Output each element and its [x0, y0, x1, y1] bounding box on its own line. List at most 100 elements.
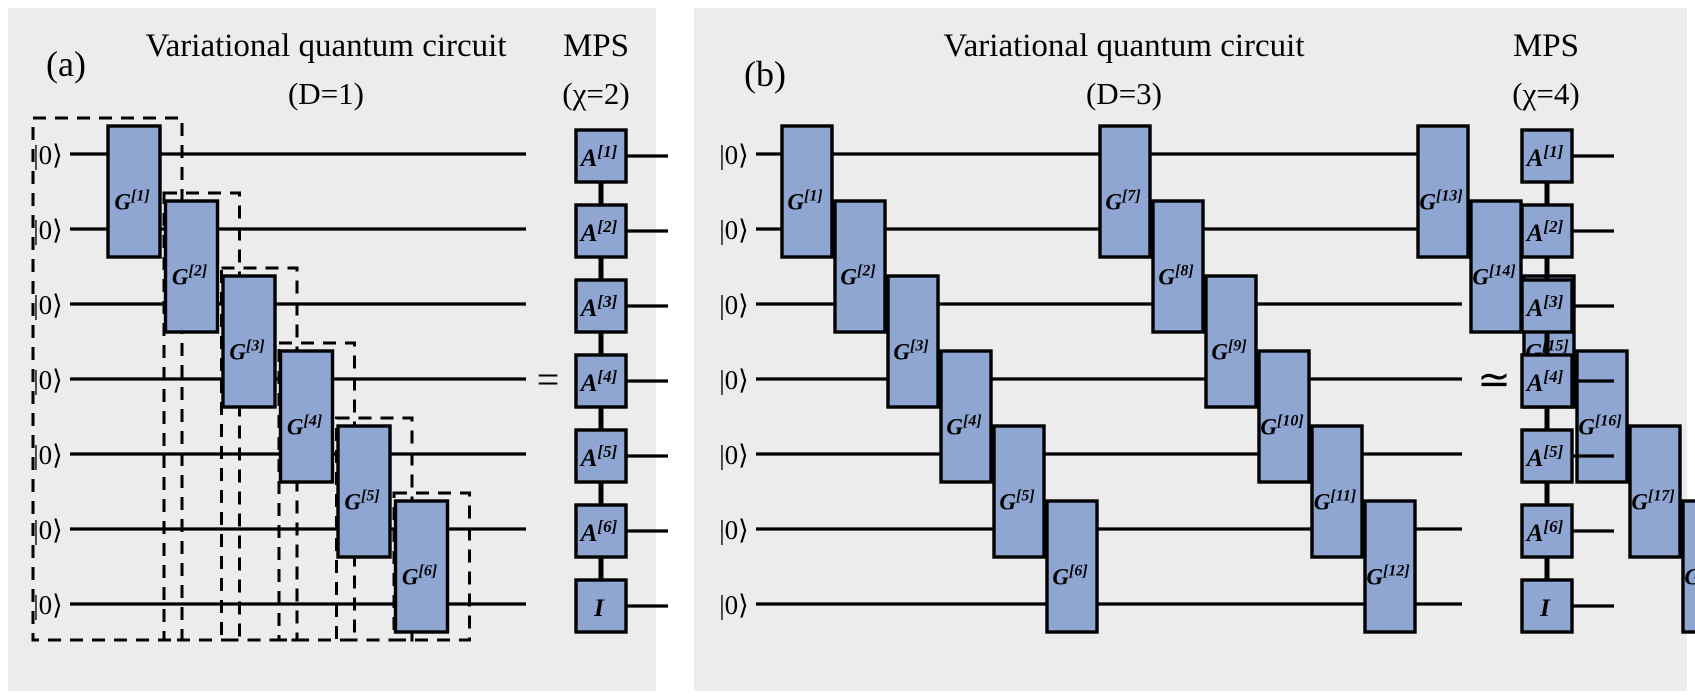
gate-label-G[7]: G[7] [1105, 188, 1140, 215]
mps-label-A[5]: A[5] [1525, 442, 1564, 472]
mps-label-A[5]: A[5] [579, 442, 618, 472]
gate-G[2] [163, 199, 220, 334]
gate-label-G[2]: G[2] [172, 263, 207, 290]
mps-tensor-A[4] [574, 353, 628, 409]
gate-label-G[1]: G[1] [787, 188, 822, 215]
mps-label-A[1]-text: A[1] [579, 142, 618, 172]
gate-label-G[1]: G[1] [114, 188, 149, 215]
gate-label-G[3]: G[3] [229, 338, 264, 365]
gate-G[2] [833, 199, 887, 334]
mps-label-A[1]: A[1] [579, 142, 618, 172]
gate-label-G[3]-text: G[3] [893, 338, 928, 365]
gate-label-G[8]-text: G[8] [1158, 263, 1193, 290]
mps-label-A[1]-text: A[1] [1525, 142, 1564, 172]
mps-label-I: I [1539, 595, 1551, 622]
gate-label-G[11]: G[11] [1314, 488, 1356, 515]
gate-label-G[2]-text: G[2] [172, 263, 207, 290]
mps-label-A[3]-text: A[3] [579, 292, 618, 322]
qubit-ket-2: |0⟩ [719, 215, 748, 245]
qubit-ket-7: |0⟩ [33, 590, 62, 620]
qubit-ket-4: |0⟩ [719, 365, 748, 395]
gate-label-G[2]-text: G[2] [840, 263, 875, 290]
gate-G[4] [939, 349, 993, 484]
relation-sign-a: = [537, 357, 560, 402]
qubit-ket-6: |0⟩ [719, 515, 748, 545]
gate-G[16] [1575, 349, 1629, 484]
mps-label-A[6]: A[6] [1525, 517, 1564, 547]
gate-label-G[4]: G[4] [946, 413, 981, 440]
gate-G[18] [1681, 499, 1695, 634]
gate-G[7] [1098, 124, 1152, 259]
panel-a-title: Variational quantum circuit [145, 28, 506, 64]
gate-label-G[4]-text: G[4] [287, 413, 322, 440]
mps-label-A[6]: A[6] [579, 517, 618, 547]
gate-label-G[16]-text: G[16] [1578, 413, 1621, 440]
gate-label-G[1]-text: G[1] [787, 188, 822, 215]
gate-label-G[5]: G[5] [344, 488, 379, 515]
gate-G[1] [780, 124, 834, 259]
gate-label-G[4]: G[4] [287, 413, 322, 440]
gate-G[5] [992, 424, 1046, 559]
gate-G[17] [1628, 424, 1682, 559]
gate-label-G[9]: G[9] [1211, 338, 1246, 365]
mps-tensor-A[3] [574, 278, 628, 334]
dashed-group-1 [31, 116, 184, 642]
dashed-group-2 [162, 191, 241, 642]
gate-label-G[5]: G[5] [999, 488, 1034, 515]
qubit-ket-1: |0⟩ [719, 140, 748, 170]
gate-G[11] [1310, 424, 1364, 559]
mps-label-A[2]-text: A[2] [1525, 217, 1564, 247]
panel-b-label: (b) [744, 54, 786, 94]
mps-label-A[2]: A[2] [1525, 217, 1564, 247]
mps-label-A[3]: A[3] [1525, 292, 1564, 322]
panel-a-header: (a) Variational quantum circuit (D=1) MPS (χ… [46, 28, 630, 111]
panel-a-label: (a) [46, 44, 86, 84]
gate-label-G[17]-text: G[17] [1631, 488, 1674, 515]
gate-label-G[4]-text: G[4] [946, 413, 981, 440]
gate-label-G[2]: G[2] [840, 263, 875, 290]
panel-b-mps: A[1] A[2] A[3] A[4] A[5] A[6] I [1520, 128, 1614, 634]
gate-label-G[5]-text: G[5] [999, 488, 1034, 515]
gate-label-G[18]: G[18] [1684, 563, 1695, 590]
gate-label-G[12]-text: G[12] [1366, 563, 1409, 590]
mps-label-A[5]-text: A[5] [1525, 442, 1564, 472]
mps-label-A[4]: A[4] [1525, 367, 1564, 397]
qubit-ket-5: |0⟩ [33, 440, 62, 470]
gate-label-G[14]: G[14] [1472, 263, 1515, 290]
gate-label-G[16]: G[16] [1578, 413, 1621, 440]
mps-tensor-A[5] [1520, 428, 1574, 484]
gate-label-G[6]-text: G[6] [1052, 563, 1087, 590]
gate-label-G[13]: G[13] [1419, 188, 1462, 215]
gate-G[14] [1469, 199, 1523, 334]
gate-G[1] [106, 124, 162, 259]
panel-a-mps-title: MPS [563, 28, 629, 64]
gate-label-G[18]-text: G[18] [1684, 563, 1695, 590]
qubit-ket-2: |0⟩ [33, 215, 62, 245]
panel-a-mps-subtitle: (χ=2) [562, 76, 629, 111]
mps-label-A[4]-text: A[4] [1525, 367, 1564, 397]
gate-G[10] [1257, 349, 1311, 484]
gate-G[3] [886, 274, 940, 409]
panel-a-circuit: |0⟩ |0⟩ |0⟩ |0⟩ |0⟩ |0⟩ |0⟩ G[1] G[2] G[3] G[4] G[5… [31, 116, 560, 642]
qubit-ket-5: |0⟩ [719, 440, 748, 470]
mps-label-A[3]: A[3] [579, 292, 618, 322]
mps-tensor-I [1520, 578, 1574, 634]
gate-G[3] [221, 274, 277, 409]
panel-b-circuit: |0⟩ |0⟩ |0⟩ |0⟩ |0⟩ |0⟩ |0⟩ G[1] G[2] G[3] G[4] G[5… [719, 124, 1695, 634]
panel-a-canvas: (a) Variational quantum circuit (D=1) MPS (χ… [31, 28, 668, 642]
panel-b-mps-title: MPS [1513, 28, 1579, 64]
mps-label-A[5]-text: A[5] [579, 442, 618, 472]
gate-label-G[3]-text: G[3] [229, 338, 264, 365]
panel-b-subtitle: (D=3) [1086, 76, 1162, 111]
gate-label-G[14]-text: G[14] [1472, 263, 1515, 290]
panel-b: (b) Variational quantum circuit (D=3) MPS (χ… [694, 8, 1695, 691]
gate-G[13] [1416, 124, 1470, 259]
gate-label-G[5]-text: G[5] [344, 488, 379, 515]
mps-label-A[1]: A[1] [1525, 142, 1564, 172]
qubit-ket-3: |0⟩ [33, 290, 62, 320]
panel-a-mps: A[1] A[2] A[3] A[4] A[5] A[6] I [574, 128, 668, 634]
gate-label-G[8]: G[8] [1158, 263, 1193, 290]
panel-b-title: Variational quantum circuit [943, 28, 1304, 64]
mps-label-A[3]-text: A[3] [1525, 292, 1564, 322]
